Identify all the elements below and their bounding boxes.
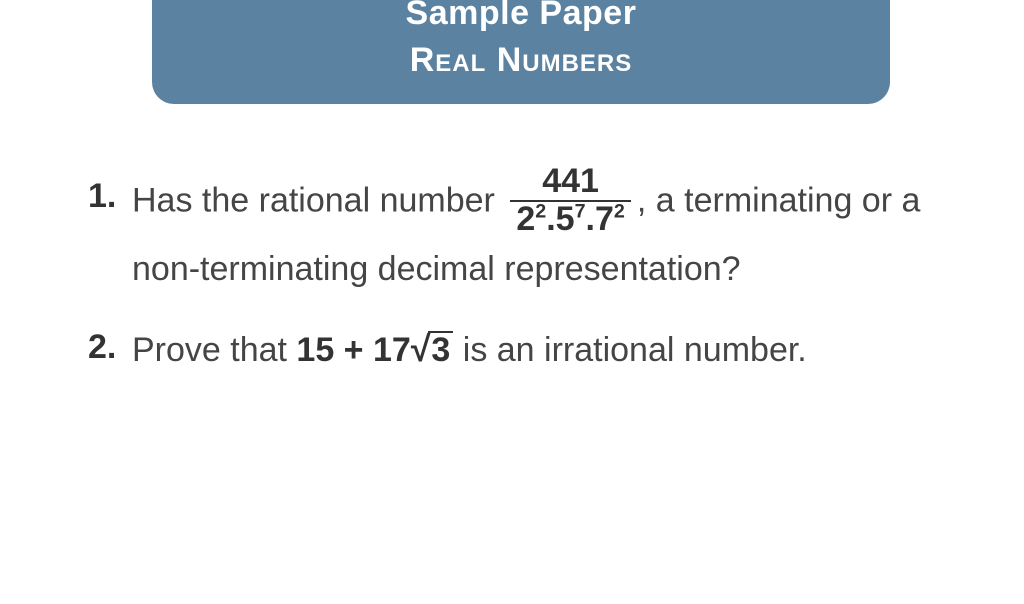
question-body: Has the rational number 44122.57.72, a t… — [132, 166, 960, 301]
question-number: 1. — [88, 166, 132, 228]
question-number: 2. — [88, 317, 132, 379]
banner-title: Sample Paper — [172, 0, 870, 33]
question-2: 2. Prove that 15 + 17√3 is an irrational… — [88, 317, 960, 382]
banner-subtitle: Real Numbers — [172, 41, 870, 80]
square-root: √3 — [411, 317, 454, 382]
q1-pretext: Has the rational number — [132, 182, 504, 220]
q2-pretext: Prove that — [132, 331, 296, 369]
fraction-numerator: 441 — [510, 164, 631, 200]
q2-post1: is an irrational — [453, 331, 674, 369]
q2-post2: number. — [684, 331, 807, 369]
fraction: 44122.57.72 — [510, 164, 631, 237]
question-body: Prove that 15 + 17√3 is an irrational nu… — [132, 317, 960, 382]
q1-post1: , a — [637, 182, 675, 220]
fraction-denominator: 22.57.72 — [510, 200, 631, 238]
header-banner: Sample Paper Real Numbers — [152, 0, 890, 104]
question-list: 1. Has the rational number 44122.57.72, … — [0, 104, 1024, 382]
math-expression: 15 + 17√3 — [296, 331, 453, 369]
question-1: 1. Has the rational number 44122.57.72, … — [88, 166, 960, 301]
